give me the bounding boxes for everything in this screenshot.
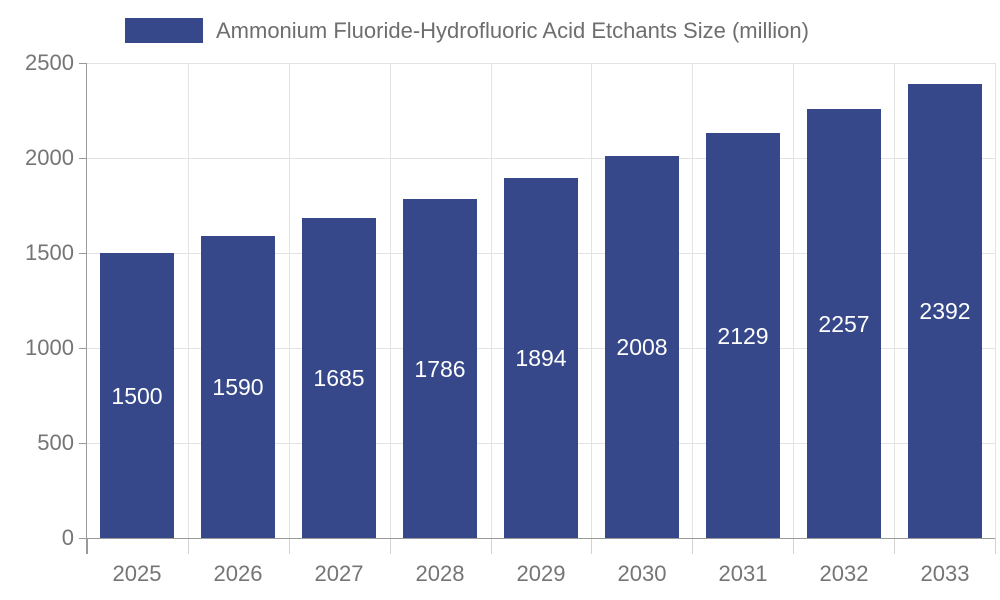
bar-value-label: 1500 xyxy=(111,383,163,409)
y-axis xyxy=(86,63,87,554)
y-tick-label: 1000 xyxy=(25,335,74,360)
x-tick-mark xyxy=(289,538,290,554)
x-tick-label: 2028 xyxy=(415,561,465,586)
x-tick-label: 2031 xyxy=(718,561,768,586)
y-tick-mark xyxy=(79,158,87,159)
x-tick-mark xyxy=(995,538,996,554)
bar-value-label: 2392 xyxy=(919,298,971,324)
x-tick-label: 2030 xyxy=(617,561,667,586)
x-tick-label: 2027 xyxy=(314,561,364,586)
bar xyxy=(908,84,982,538)
gridline-h xyxy=(87,63,995,64)
y-tick-mark xyxy=(79,443,87,444)
legend-label: Ammonium Fluoride-Hydrofluoric Acid Etch… xyxy=(216,18,809,43)
bar-value-label: 1894 xyxy=(515,345,567,371)
bar xyxy=(403,199,477,538)
bar xyxy=(302,218,376,538)
y-tick-label: 0 xyxy=(61,525,74,550)
y-tick-mark xyxy=(79,538,87,539)
x-tick-mark xyxy=(87,538,88,554)
x-tick-label: 2032 xyxy=(819,561,869,586)
x-tick-mark xyxy=(793,538,794,554)
y-tick-label: 2000 xyxy=(25,145,74,170)
legend-swatch xyxy=(125,18,203,43)
gridline-v xyxy=(491,63,492,538)
gridline-v xyxy=(390,63,391,538)
gridline-v xyxy=(289,63,290,538)
legend: Ammonium Fluoride-Hydrofluoric Acid Etch… xyxy=(125,17,809,44)
bar xyxy=(100,253,174,538)
x-tick-label: 2025 xyxy=(112,561,162,586)
bar-value-label: 2129 xyxy=(717,323,769,349)
y-tick-label: 2500 xyxy=(25,50,74,75)
y-tick-mark xyxy=(79,348,87,349)
gridline-h xyxy=(87,158,995,159)
bar xyxy=(807,109,881,538)
bar xyxy=(201,236,275,538)
x-tick-mark xyxy=(188,538,189,554)
gridline-v xyxy=(793,63,794,538)
y-tick-mark xyxy=(79,63,87,64)
x-tick-mark xyxy=(491,538,492,554)
bar-value-label: 2257 xyxy=(818,311,870,337)
bar xyxy=(706,133,780,538)
y-tick-mark xyxy=(79,253,87,254)
bar-value-label: 1685 xyxy=(313,365,365,391)
x-axis xyxy=(87,538,995,539)
x-tick-mark xyxy=(591,538,592,554)
x-tick-label: 2029 xyxy=(516,561,566,586)
bar-value-label: 1590 xyxy=(212,374,264,400)
x-tick-label: 2026 xyxy=(213,561,263,586)
gridline-v xyxy=(591,63,592,538)
bar-value-label: 1786 xyxy=(414,356,466,382)
x-tick-label: 2033 xyxy=(920,561,970,586)
x-tick-mark xyxy=(692,538,693,554)
bar-value-label: 2008 xyxy=(616,334,668,360)
gridline-v xyxy=(692,63,693,538)
y-tick-label: 1500 xyxy=(25,240,74,265)
x-tick-mark xyxy=(390,538,391,554)
gridline-v xyxy=(188,63,189,538)
gridline-v xyxy=(894,63,895,538)
bar xyxy=(504,178,578,538)
y-tick-label: 500 xyxy=(37,430,74,455)
bar xyxy=(605,156,679,538)
x-tick-mark xyxy=(894,538,895,554)
gridline-v xyxy=(995,63,996,538)
